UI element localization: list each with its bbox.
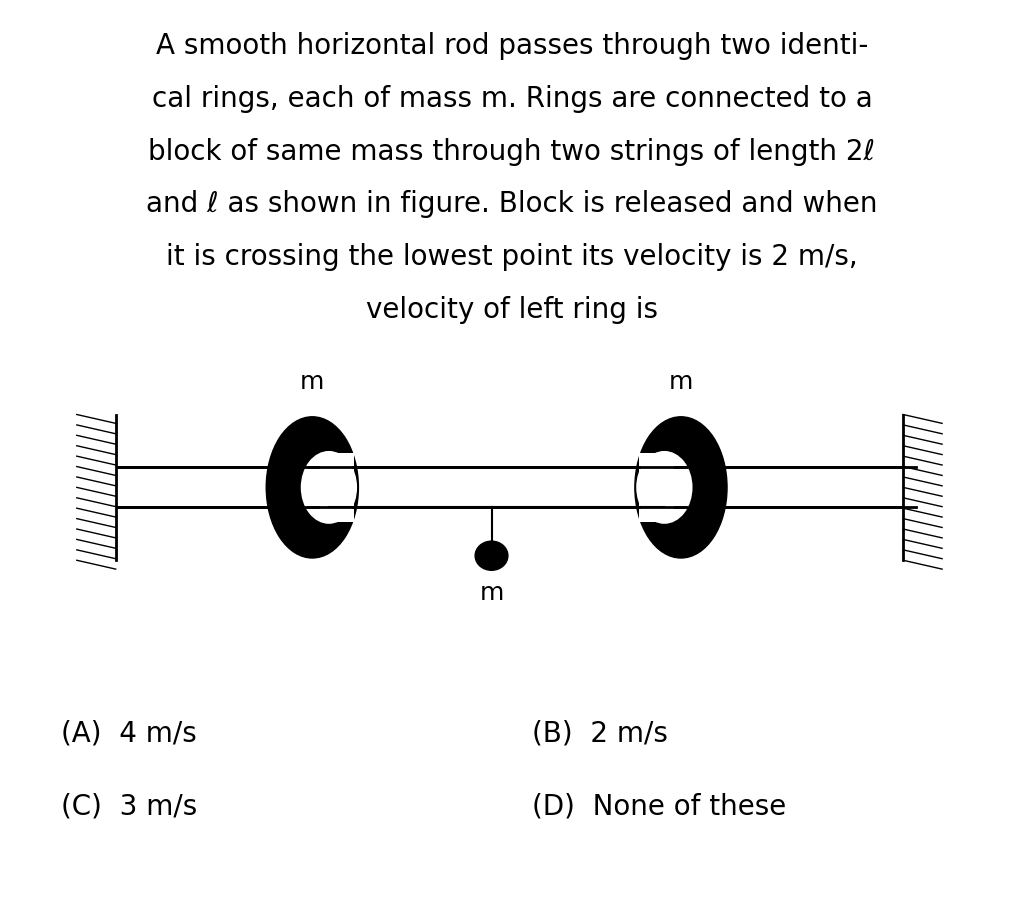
Text: block of same mass through two strings of length 2ℓ: block of same mass through two strings o…	[148, 138, 876, 166]
Text: m: m	[300, 370, 325, 394]
Bar	[641, 466, 674, 509]
Bar	[322, 453, 354, 522]
Text: (D)  None of these: (D) None of these	[532, 793, 786, 820]
Text: (A)  4 m/s: (A) 4 m/s	[61, 720, 198, 747]
Bar	[639, 453, 672, 522]
Ellipse shape	[266, 416, 358, 558]
Bar	[903, 415, 942, 560]
Text: it is crossing the lowest point its velocity is 2 m/s,: it is crossing the lowest point its velo…	[166, 243, 858, 271]
Bar	[77, 415, 116, 560]
Text: m: m	[479, 581, 504, 605]
Ellipse shape	[636, 451, 692, 524]
Text: A smooth horizontal rod passes through two identi-: A smooth horizontal rod passes through t…	[156, 32, 868, 60]
Bar	[319, 466, 352, 509]
Ellipse shape	[635, 416, 727, 558]
Text: (B)  2 m/s: (B) 2 m/s	[532, 720, 669, 747]
Text: m: m	[669, 370, 693, 394]
Text: cal rings, each of mass m. Rings are connected to a: cal rings, each of mass m. Rings are con…	[152, 85, 872, 113]
Text: (C)  3 m/s: (C) 3 m/s	[61, 793, 198, 820]
Text: and ℓ as shown in figure. Block is released and when: and ℓ as shown in figure. Block is relea…	[146, 190, 878, 219]
Text: velocity of left ring is: velocity of left ring is	[366, 296, 658, 324]
Ellipse shape	[301, 451, 357, 524]
Circle shape	[475, 541, 508, 570]
